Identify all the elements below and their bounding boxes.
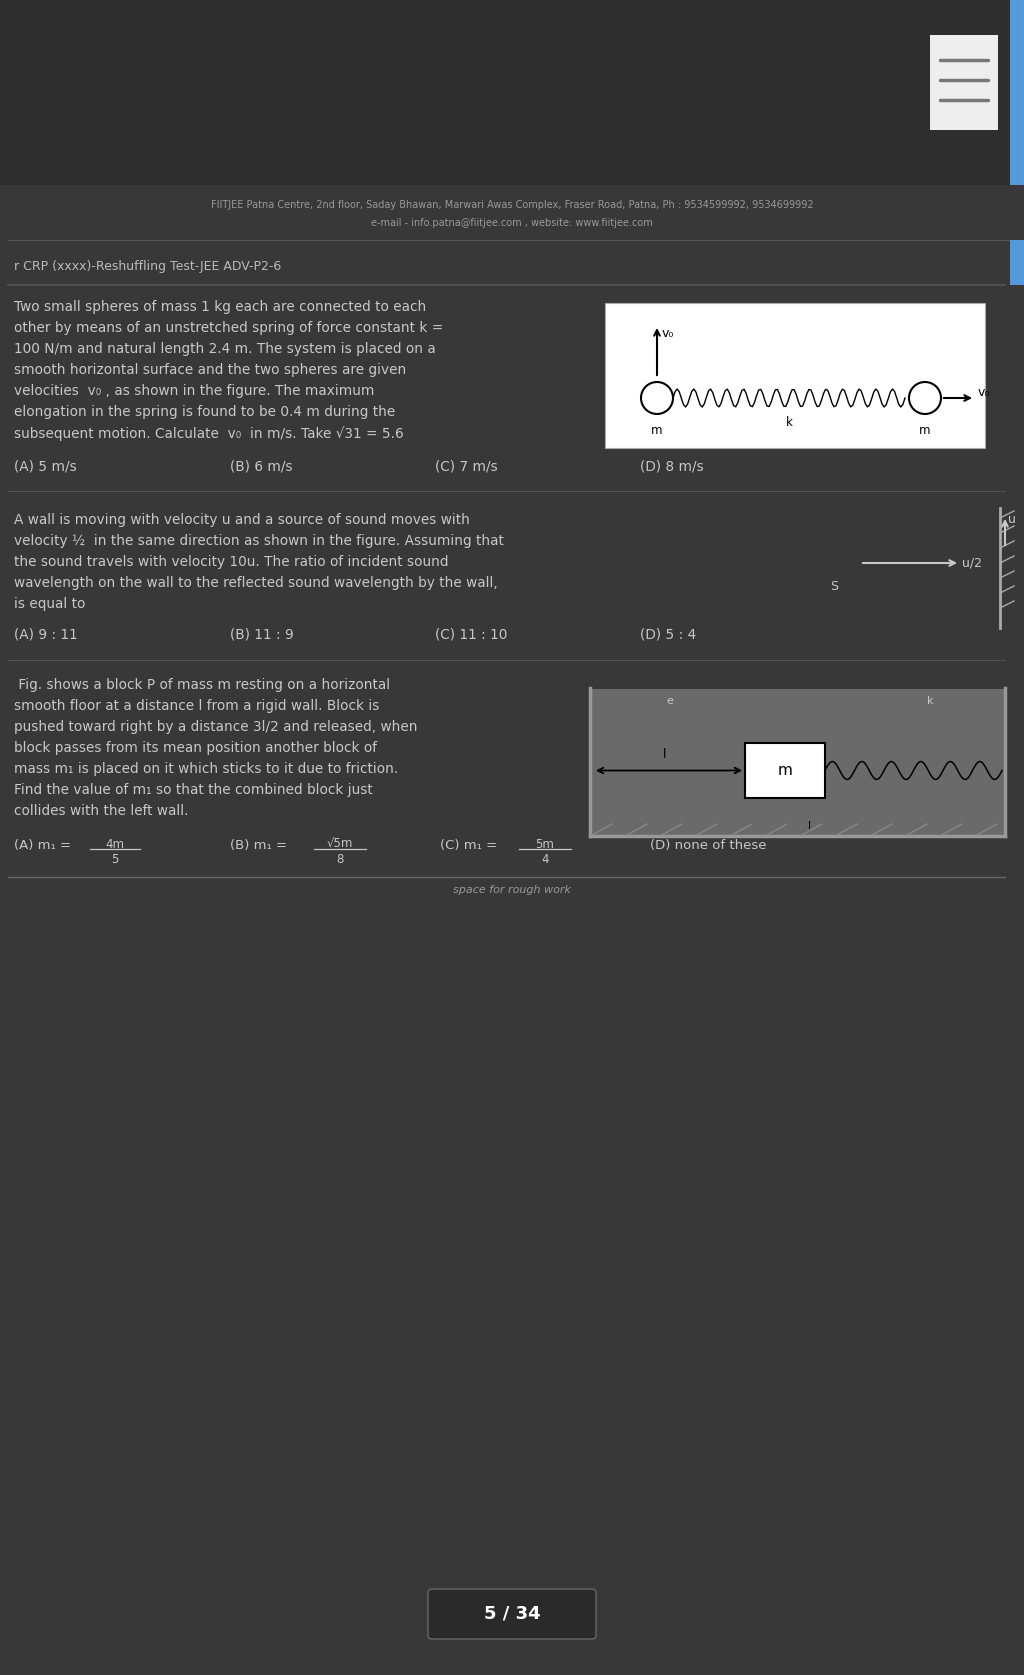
Bar xyxy=(1010,240,1024,285)
Text: Fig. shows a block P of mass m resting on a horizontal: Fig. shows a block P of mass m resting o… xyxy=(14,678,390,692)
Text: block passes from its mean position another block of: block passes from its mean position anot… xyxy=(14,740,377,755)
Bar xyxy=(745,744,825,797)
Text: (A) 9 : 11: (A) 9 : 11 xyxy=(14,628,78,642)
Text: the sound travels with velocity 10u. The ratio of incident sound: the sound travels with velocity 10u. The… xyxy=(14,554,449,570)
Circle shape xyxy=(909,382,941,414)
FancyBboxPatch shape xyxy=(930,35,998,131)
Text: (A) 5 m/s: (A) 5 m/s xyxy=(14,459,77,472)
Text: (C) m₁ =: (C) m₁ = xyxy=(440,839,502,851)
Text: 5: 5 xyxy=(112,853,119,866)
Text: (D) 8 m/s: (D) 8 m/s xyxy=(640,459,703,472)
Text: Two small spheres of mass 1 kg each are connected to each: Two small spheres of mass 1 kg each are … xyxy=(14,300,426,313)
Text: mass m₁ is placed on it which sticks to it due to friction.: mass m₁ is placed on it which sticks to … xyxy=(14,762,398,776)
Text: (C) 7 m/s: (C) 7 m/s xyxy=(435,459,498,472)
Text: (D) 5 : 4: (D) 5 : 4 xyxy=(640,628,696,642)
Text: subsequent motion. Calculate  v₀  in m/s. Take √31 = 5.6: subsequent motion. Calculate v₀ in m/s. … xyxy=(14,425,403,441)
Text: other by means of an unstretched spring of force constant k =: other by means of an unstretched spring … xyxy=(14,322,443,335)
Text: 4: 4 xyxy=(542,853,549,866)
Bar xyxy=(605,303,985,447)
Text: k: k xyxy=(785,415,793,429)
Text: m: m xyxy=(651,424,663,437)
Text: A wall is moving with velocity u and a source of sound moves with: A wall is moving with velocity u and a s… xyxy=(14,513,470,528)
Bar xyxy=(0,0,1024,184)
Text: v₀: v₀ xyxy=(978,387,990,400)
Bar xyxy=(591,688,1004,836)
Bar xyxy=(1010,0,1024,184)
Text: u/2: u/2 xyxy=(962,558,982,570)
Text: pushed toward right by a distance 3l/2 and released, when: pushed toward right by a distance 3l/2 a… xyxy=(14,720,418,734)
Text: smooth floor at a distance l from a rigid wall. Block is: smooth floor at a distance l from a rigi… xyxy=(14,698,379,714)
Text: l: l xyxy=(808,821,812,831)
Text: l: l xyxy=(664,747,667,760)
Text: velocities  v₀ , as shown in the figure. The maximum: velocities v₀ , as shown in the figure. … xyxy=(14,384,375,399)
Text: elongation in the spring is found to be 0.4 m during the: elongation in the spring is found to be … xyxy=(14,405,395,419)
Text: (C) 11 : 10: (C) 11 : 10 xyxy=(435,628,507,642)
Text: (B) 11 : 9: (B) 11 : 9 xyxy=(230,628,294,642)
Text: u: u xyxy=(1008,513,1016,526)
Text: 100 N/m and natural length 2.4 m. The system is placed on a: 100 N/m and natural length 2.4 m. The sy… xyxy=(14,342,436,357)
Text: wavelength on the wall to the reflected sound wavelength by the wall,: wavelength on the wall to the reflected … xyxy=(14,576,498,590)
Text: velocity ½  in the same direction as shown in the figure. Assuming that: velocity ½ in the same direction as show… xyxy=(14,534,504,548)
Text: collides with the left wall.: collides with the left wall. xyxy=(14,804,188,817)
Circle shape xyxy=(641,382,673,414)
Text: 5 / 34: 5 / 34 xyxy=(483,1605,541,1621)
Text: k: k xyxy=(927,697,933,705)
Text: e: e xyxy=(667,697,674,705)
Text: S: S xyxy=(830,580,838,593)
Text: m: m xyxy=(777,764,793,777)
Text: FIITJEE Patna Centre, 2nd floor, Saday Bhawan, Marwari Awas Complex, Fraser Road: FIITJEE Patna Centre, 2nd floor, Saday B… xyxy=(211,199,813,209)
Text: smooth horizontal surface and the two spheres are given: smooth horizontal surface and the two sp… xyxy=(14,363,407,377)
Text: r CRP (xxxx)-Reshuffling Test-JEE ADV-P2-6: r CRP (xxxx)-Reshuffling Test-JEE ADV-P2… xyxy=(14,260,282,273)
Text: √5m: √5m xyxy=(327,838,353,851)
Text: (B) m₁ =: (B) m₁ = xyxy=(230,839,291,851)
FancyBboxPatch shape xyxy=(428,1590,596,1640)
Text: e-mail - info.patna@fiitjee.com , website: www.fiitjee.com: e-mail - info.patna@fiitjee.com , websit… xyxy=(371,218,653,228)
Text: (B) 6 m/s: (B) 6 m/s xyxy=(230,459,293,472)
Text: is equal to: is equal to xyxy=(14,596,85,611)
Text: (A) m₁ =: (A) m₁ = xyxy=(14,839,75,851)
Text: (D) none of these: (D) none of these xyxy=(650,839,767,851)
Text: Find the value of m₁ so that the combined block just: Find the value of m₁ so that the combine… xyxy=(14,782,373,797)
Text: space for rough work: space for rough work xyxy=(453,884,571,894)
Text: v₀: v₀ xyxy=(662,327,674,340)
Text: m: m xyxy=(920,424,931,437)
Text: 8: 8 xyxy=(336,853,344,866)
Text: 5m: 5m xyxy=(536,838,554,851)
Text: 4m: 4m xyxy=(105,838,125,851)
